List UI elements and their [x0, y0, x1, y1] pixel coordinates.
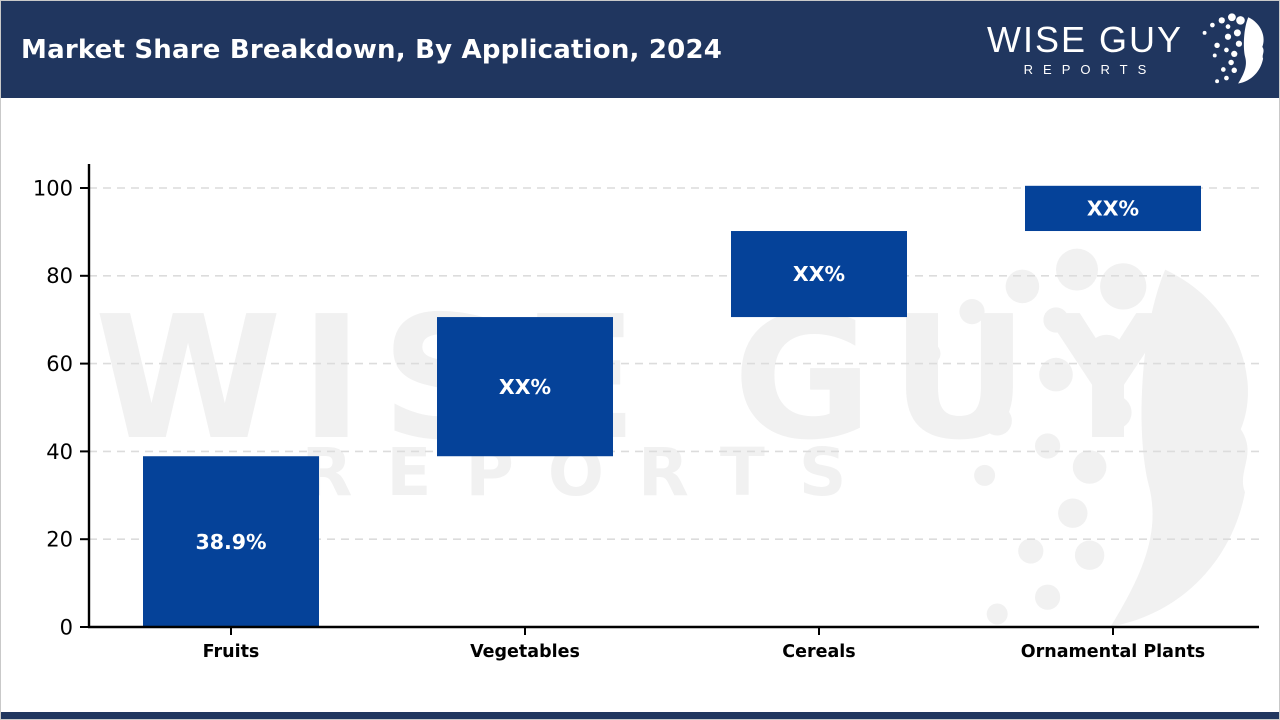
bar-label-ornamental-plants: XX% [1087, 197, 1139, 221]
chart-title: Market Share Breakdown, By Application, … [21, 34, 723, 65]
y-tick-label-40: 40 [46, 440, 73, 464]
x-tick-label-vegetables: Vegetables [470, 642, 580, 662]
logo-wordmark-main: WISE GUY [986, 19, 1183, 60]
bar-fruits [143, 456, 319, 627]
bar-ornamental-plants [1025, 185, 1201, 232]
bar-label-vegetables: XX% [499, 375, 551, 399]
y-tick-label-0: 0 [60, 615, 73, 639]
logo-head-icon [1202, 12, 1264, 84]
y-tick-label-80: 80 [46, 264, 73, 288]
watermark-head-icon [919, 248, 1248, 627]
bar-vegetables [437, 317, 613, 457]
y-tick-label-60: 60 [46, 352, 73, 376]
watermark: WISE GUY REPORTS [1, 98, 1279, 714]
chart-area: WISE GUY REPORTS 0 20 40 60 80 100 38.9% Fruits… [1, 98, 1279, 714]
y-tick-label-100: 100 [33, 176, 73, 200]
y-tick-label-20: 20 [46, 528, 73, 552]
logo-wordmark: WISE GUY REPORTS [986, 19, 1183, 78]
bar-label-fruits: 38.9% [195, 530, 266, 554]
x-tick-label-fruits: Fruits [203, 642, 260, 662]
wiseguy-logo: WISE GUY REPORTS [986, 9, 1279, 91]
bar-label-cereals: XX% [793, 262, 845, 286]
header-bar: Market Share Breakdown, By Application, … [1, 1, 1279, 98]
bar-chart: 0 20 40 60 80 100 38.9% Fruits XX% Vegetables XX% C… [33, 164, 1259, 662]
footer-strip [1, 712, 1279, 719]
watermark-line1: WISE GUY [94, 280, 1188, 478]
x-tick-label-cereals: Cereals [782, 642, 855, 662]
x-tick-label-ornamental-plants: Ornamental Plants [1021, 642, 1205, 662]
logo-wordmark-sub: REPORTS [1023, 62, 1157, 77]
bar-cereals [731, 231, 907, 318]
